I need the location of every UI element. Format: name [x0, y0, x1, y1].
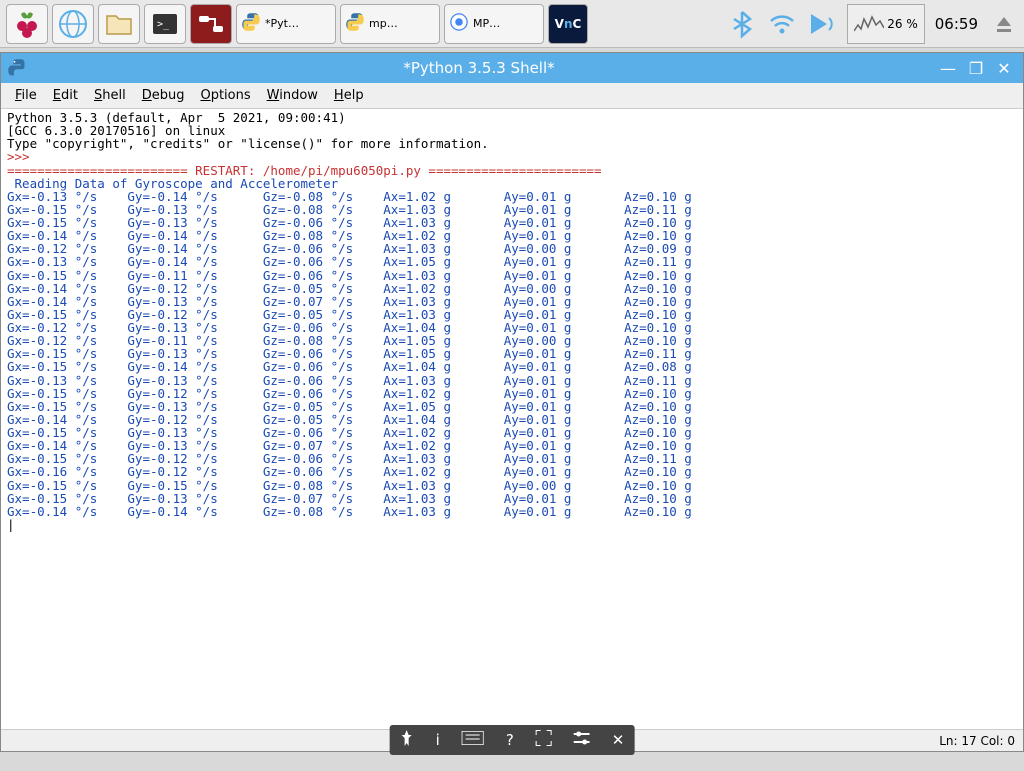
- pin-icon[interactable]: [400, 730, 414, 750]
- help-icon[interactable]: ?: [506, 731, 514, 749]
- bluetooth-indicator[interactable]: [725, 4, 759, 44]
- terminal-launcher[interactable]: >_: [144, 4, 186, 44]
- minimize-button[interactable]: —: [939, 59, 957, 77]
- close-toolbar-icon[interactable]: ✕: [612, 731, 625, 749]
- python-icon: [345, 12, 365, 35]
- file-manager-launcher[interactable]: [98, 4, 140, 44]
- taskbar-app-label: *Pyt…: [265, 17, 299, 30]
- cpu-indicator[interactable]: 26 %: [847, 4, 925, 44]
- clock[interactable]: 06:59: [929, 4, 984, 44]
- nodered-icon: [195, 8, 227, 40]
- eject-icon: [994, 14, 1014, 34]
- taskbar-app-label: MP…: [473, 17, 500, 30]
- chromium-icon: [449, 12, 469, 35]
- wifi-indicator[interactable]: [763, 4, 801, 44]
- menu-edit[interactable]: Edit: [45, 86, 86, 105]
- taskbar-app[interactable]: mp…: [340, 4, 440, 44]
- cpu-percent: 26 %: [887, 17, 918, 31]
- taskbar-app[interactable]: MP…: [444, 4, 544, 44]
- keyboard-icon[interactable]: [462, 731, 484, 749]
- terminal-icon: >_: [149, 8, 181, 40]
- window-title: *Python 3.5.3 Shell*: [29, 59, 929, 77]
- taskbar-app-label: mp…: [369, 17, 398, 30]
- globe-icon: [57, 8, 89, 40]
- raspberry-icon: [11, 8, 43, 40]
- menubar: FileEditShellDebugOptionsWindowHelp: [1, 83, 1023, 109]
- vnc-toolbar: i ? ✕: [390, 725, 635, 755]
- maximize-button[interactable]: ❐: [967, 59, 985, 77]
- audio-indicator[interactable]: [805, 4, 843, 44]
- menu-shell[interactable]: Shell: [86, 86, 134, 105]
- shell-output[interactable]: Python 3.5.3 (default, Apr 5 2021, 09:00…: [1, 109, 1023, 729]
- desktop-taskbar: >_ *Pyt… mp… MP… VnC 26 % 06:59: [0, 0, 1024, 48]
- window-titlebar[interactable]: *Python 3.5.3 Shell* — ❐ ✕: [1, 53, 1023, 83]
- speaker-icon: [811, 14, 827, 34]
- fullscreen-icon[interactable]: [536, 730, 552, 750]
- start-menu-button[interactable]: [6, 4, 48, 44]
- menu-help[interactable]: Help: [326, 86, 372, 105]
- vnc-launcher[interactable]: VnC: [548, 4, 588, 44]
- python-icon: [5, 56, 29, 80]
- taskbar-app[interactable]: *Pyt…: [236, 4, 336, 44]
- eject-button[interactable]: [988, 4, 1020, 44]
- menu-window[interactable]: Window: [259, 86, 326, 105]
- wifi-icon: [769, 13, 795, 35]
- close-button[interactable]: ✕: [995, 59, 1013, 77]
- menu-debug[interactable]: Debug: [134, 86, 193, 105]
- settings-icon[interactable]: [574, 731, 590, 749]
- menu-options[interactable]: Options: [192, 86, 258, 105]
- folder-icon: [103, 8, 135, 40]
- web-browser-launcher[interactable]: [52, 4, 94, 44]
- python-icon: [241, 12, 261, 35]
- idle-shell-window: *Python 3.5.3 Shell* — ❐ ✕ FileEditShell…: [0, 52, 1024, 752]
- menu-file[interactable]: File: [7, 86, 45, 105]
- info-icon[interactable]: i: [436, 731, 440, 749]
- nodered-launcher[interactable]: [190, 4, 232, 44]
- svg-text:>_: >_: [157, 19, 170, 30]
- cursor-position: Ln: 17 Col: 0: [939, 734, 1015, 748]
- bluetooth-icon: [731, 9, 753, 39]
